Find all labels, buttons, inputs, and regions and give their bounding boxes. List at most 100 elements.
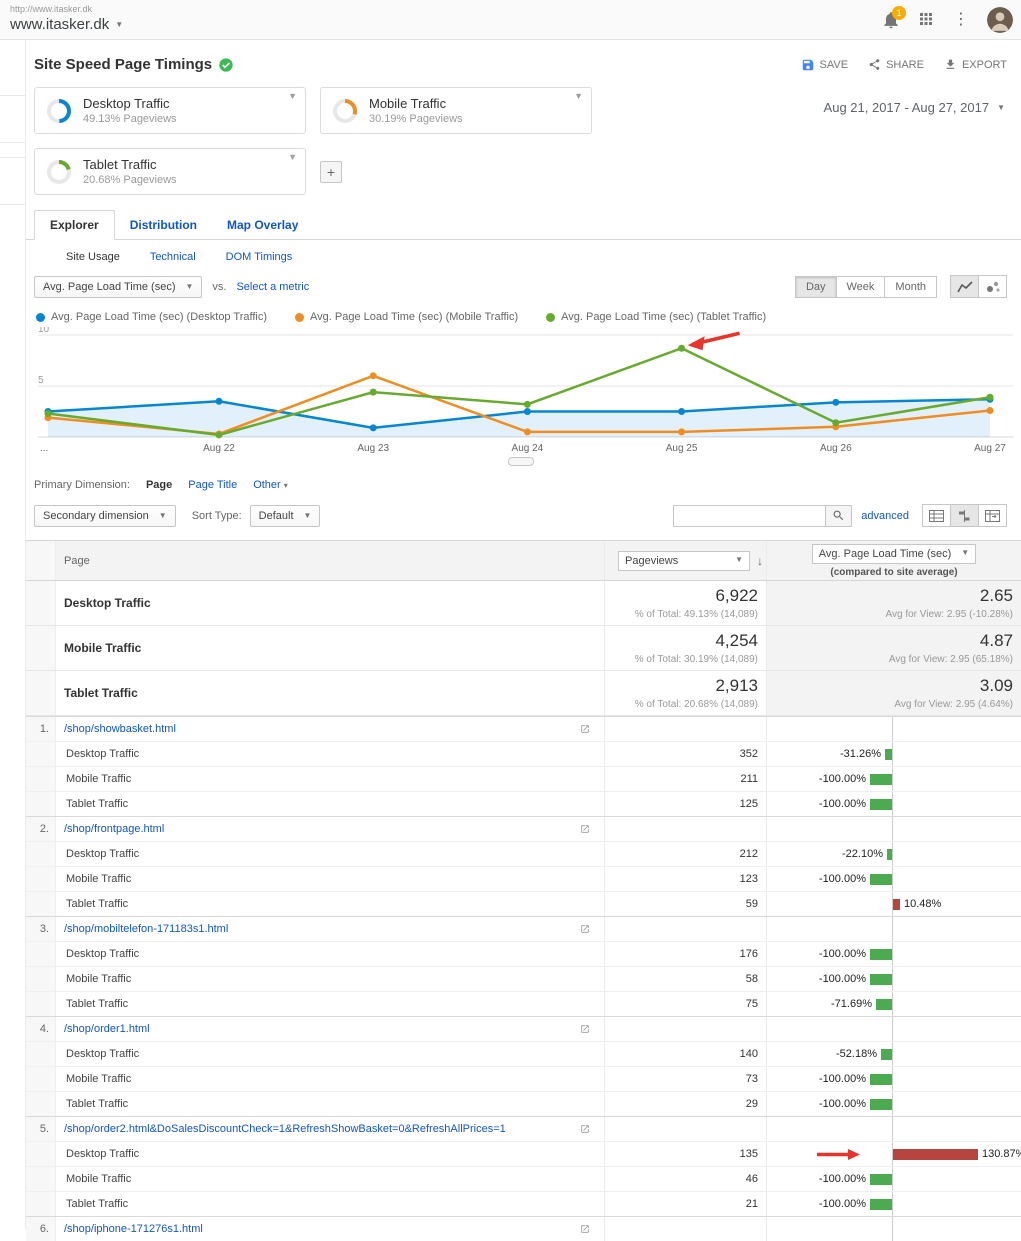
segment-row-label: Mobile Traffic [66, 1173, 132, 1185]
subtab-site-usage[interactable]: Site Usage [66, 251, 120, 263]
chevron-down-icon[interactable]: ▼ [574, 91, 583, 101]
search-button[interactable] [825, 504, 853, 527]
chevron-down-icon: ▼ [158, 511, 167, 520]
chevron-down-icon: ▼ [961, 547, 970, 557]
granularity-week[interactable]: Week [835, 275, 886, 298]
advanced-search-link[interactable]: advanced [861, 509, 909, 522]
chevron-down-icon: ▾ [283, 481, 288, 490]
segment-picker: Desktop Traffic 49.13% Pageviews ▼ Mobil… [26, 73, 1021, 195]
summary-pageviews-value: 4,254 [715, 631, 758, 650]
page-link[interactable]: /shop/mobiltelefon-171183s1.html [64, 923, 229, 935]
comparison-bar-negative [870, 1074, 892, 1085]
secondary-dimension-dropdown[interactable]: Secondary dimension ▼ [34, 504, 176, 527]
pivot-view-button[interactable] [978, 504, 1007, 527]
notifications-button[interactable]: 1 [881, 6, 906, 30]
chart-controls: Avg. Page Load Time (sec) ▼ vs. Select a… [26, 272, 1021, 300]
dimension-page-title[interactable]: Page Title [188, 479, 238, 491]
column-header-page[interactable]: Page [64, 554, 90, 567]
table-search-input[interactable] [673, 504, 826, 527]
apps-grid-icon [920, 12, 932, 25]
open-in-new-icon[interactable] [580, 1024, 590, 1034]
comparison-bar-negative [870, 799, 892, 810]
notification-badge: 1 [892, 6, 906, 20]
granularity-day[interactable]: Day [794, 275, 837, 298]
tab-explorer[interactable]: Explorer [34, 210, 115, 240]
tab-distribution[interactable]: Distribution [129, 218, 198, 232]
comparison-value: -100.00% [818, 1173, 866, 1185]
open-in-new-icon[interactable] [580, 724, 590, 734]
segment-row-label: Desktop Traffic [66, 848, 140, 860]
summary-metric-value: 4.87 [979, 631, 1013, 650]
segment-card-tablet[interactable]: Tablet Traffic 20.68% Pageviews ▼ [34, 148, 306, 195]
segment-card-desktop[interactable]: Desktop Traffic 49.13% Pageviews ▼ [34, 87, 306, 134]
summary-metric-sub: Avg for View: 2.95 (4.64%) [894, 699, 1013, 710]
date-range-selector[interactable]: Aug 21, 2017 - Aug 27, 2017 ▼ [824, 100, 1005, 115]
select-metric-link[interactable]: Select a metric [236, 280, 310, 293]
segment-pageviews-value: 212 [604, 842, 766, 866]
page-link[interactable]: /shop/order1.html [64, 1023, 150, 1035]
table-segment-row: Tablet Traffic 29 -100.00% [26, 1091, 1021, 1116]
comparison-value: -100.00% [818, 1073, 866, 1085]
open-in-new-icon[interactable] [580, 1224, 590, 1234]
chevron-down-icon: ▼ [185, 282, 194, 291]
chevron-down-icon[interactable]: ▼ [288, 152, 297, 162]
page-link[interactable]: /shop/iphone-171276s1.html [64, 1223, 203, 1235]
user-avatar[interactable] [987, 7, 1013, 33]
table-annotation-arrow [817, 1149, 860, 1160]
export-label: EXPORT [961, 58, 1007, 71]
segment-card-mobile[interactable]: Mobile Traffic 30.19% Pageviews ▼ [320, 87, 592, 134]
open-in-new-icon[interactable] [580, 1124, 590, 1134]
account-selector[interactable]: www.itasker.dk ▼ [10, 16, 123, 33]
page-link[interactable]: /shop/showbasket.html [64, 723, 176, 735]
segment-pageviews-value: 352 [604, 742, 766, 766]
tab-map-overlay[interactable]: Map Overlay [227, 218, 299, 232]
apps-grid-button[interactable] [917, 10, 935, 31]
share-button[interactable]: SHARE [868, 58, 924, 71]
segment-pageviews-value: 211 [604, 767, 766, 791]
granularity-month[interactable]: Month [884, 275, 937, 298]
page-link[interactable]: /shop/order2.html&DoSalesDiscountCheck=1… [64, 1123, 506, 1135]
comparison-bar-positive [893, 1149, 978, 1160]
table-segment-row: Desktop Traffic 176 -100.00% [26, 941, 1021, 966]
vs-label: vs. [212, 280, 227, 293]
segment-detail: 49.13% Pageviews [83, 113, 177, 125]
save-button[interactable]: SAVE [801, 58, 848, 72]
comparison-bar-negative [887, 849, 892, 860]
comparison-view-button[interactable] [950, 504, 979, 527]
dimension-page[interactable]: Page [145, 479, 173, 491]
dimension-other[interactable]: Other ▾ [253, 479, 288, 491]
pivot-icon [985, 509, 1000, 522]
line-chart-toggle-button[interactable] [950, 275, 979, 298]
overflow-menu-button[interactable]: ⋮ [953, 11, 969, 28]
chevron-down-icon[interactable]: ▼ [288, 91, 297, 101]
motion-chart-toggle-button[interactable] [978, 275, 1007, 298]
export-button[interactable]: EXPORT [944, 58, 1007, 71]
pageviews-column-dropdown[interactable]: Pageviews ▼ [618, 550, 750, 571]
segment-donut-icon [333, 98, 357, 123]
segment-row-label: Desktop Traffic [66, 1148, 140, 1160]
subtab-technical[interactable]: Technical [149, 251, 196, 263]
segment-row-label: Tablet Traffic [66, 798, 129, 810]
timeseries-chart[interactable]: 5 10... Aug 22 Aug 23 Aug 24 Aug 25 Aug 26 Aug … [34, 324, 1017, 466]
collapsed-sidebar [0, 40, 26, 1229]
summary-metric-value: 3.09 [979, 676, 1013, 695]
sort-type-label: Sort Type: [191, 509, 242, 522]
open-in-new-icon[interactable] [580, 824, 590, 834]
segment-row-label: Tablet Traffic [66, 998, 129, 1010]
metric-column-dropdown[interactable]: Avg. Page Load Time (sec) ▼ [811, 543, 977, 564]
page-link[interactable]: /shop/frontpage.html [64, 823, 165, 835]
report-tabs: Explorer Distribution Map Overlay [26, 209, 1021, 240]
open-in-new-icon[interactable] [580, 924, 590, 934]
sort-type-value: Default [258, 509, 294, 522]
sort-type-dropdown[interactable]: Default ▼ [249, 504, 321, 527]
metric-dropdown[interactable]: Avg. Page Load Time (sec) ▼ [34, 275, 203, 298]
data-view-button[interactable] [922, 504, 951, 527]
site-name: www.itasker.dk [10, 16, 110, 33]
segment-row-label: Tablet Traffic [66, 1098, 129, 1110]
add-segment-button[interactable]: + [320, 160, 342, 183]
comparison-value: -100.00% [818, 1198, 866, 1210]
sort-descending-icon[interactable]: ↓ [757, 553, 763, 568]
summary-row: Mobile Traffic 4,254 % of Total: 30.19% (… [26, 626, 1021, 671]
legend-label: Avg. Page Load Time (sec) (Mobile Traffi… [310, 311, 519, 323]
subtab-dom-timings[interactable]: DOM Timings [225, 251, 293, 263]
